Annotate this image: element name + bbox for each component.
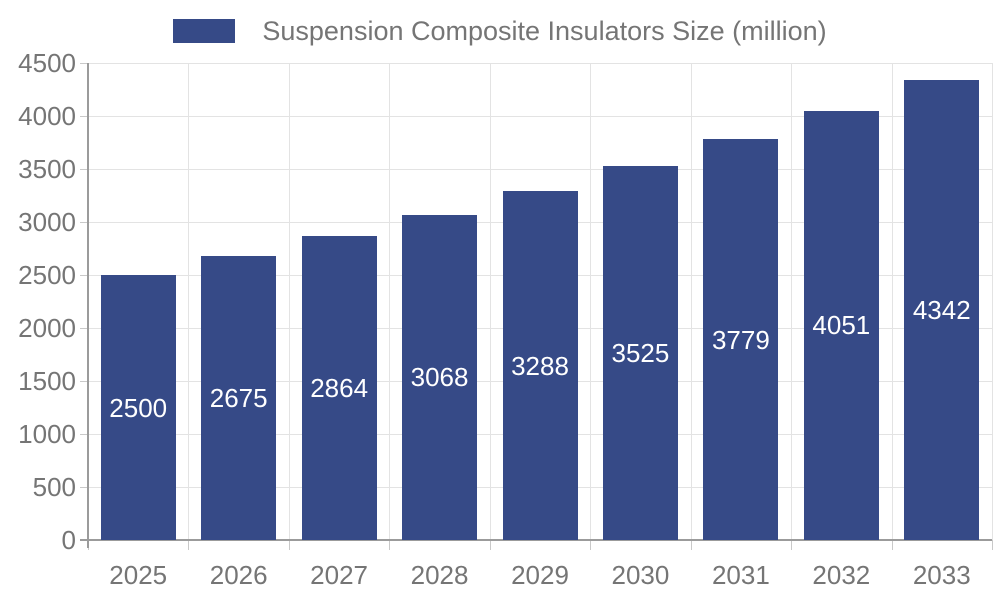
x-tick-label: 2029 <box>511 560 569 590</box>
y-tick-mark <box>80 169 88 170</box>
y-tick-mark <box>80 116 88 117</box>
bar-value-label: 3779 <box>711 324 770 355</box>
y-tick-label: 4000 <box>18 101 76 131</box>
bar-value-label: 2500 <box>109 392 168 423</box>
bar-value-label: 2864 <box>310 373 369 404</box>
y-tick-label: 3000 <box>18 207 76 237</box>
x-gridline <box>690 63 692 540</box>
bar-value-label: 4342 <box>912 294 971 325</box>
x-tick-mark <box>690 540 692 550</box>
y-tick-label: 3500 <box>18 154 76 184</box>
y-tick-label: 2000 <box>18 313 76 343</box>
x-tick-label: 2025 <box>109 560 168 590</box>
legend-swatch <box>173 19 236 43</box>
x-gridline <box>891 63 893 540</box>
bar-2030 <box>602 166 678 540</box>
y-tick-mark <box>80 275 88 276</box>
x-tick-mark <box>791 540 793 550</box>
bar-2033 <box>904 79 980 540</box>
bar-2029 <box>502 191 578 540</box>
x-tick-mark <box>389 540 391 550</box>
y-tick-mark <box>80 381 88 382</box>
x-gridline <box>288 63 290 540</box>
y-tick-mark <box>80 487 88 488</box>
x-tick-mark <box>288 540 290 550</box>
legend-label: Suspension Composite Insulators Size (mi… <box>262 16 827 46</box>
y-tick-mark <box>80 222 88 223</box>
bar-value-label: 3525 <box>611 338 670 369</box>
x-tick-label: 2027 <box>310 560 369 590</box>
y-gridline <box>88 63 992 64</box>
x-tick-label: 2033 <box>912 560 971 590</box>
y-axis-line <box>87 63 89 548</box>
x-tick-label: 2026 <box>209 560 268 590</box>
bar-value-label: 4051 <box>812 310 871 341</box>
bar-value-label: 3288 <box>511 350 569 381</box>
x-gridline <box>188 63 190 540</box>
y-tick-label: 1500 <box>18 366 76 396</box>
y-tick-mark <box>80 434 88 435</box>
chart-legend[interactable]: Suspension Composite Insulators Size (mi… <box>0 12 1000 50</box>
x-tick-label: 2030 <box>611 560 670 590</box>
x-gridline <box>791 63 793 540</box>
x-tick-mark <box>891 540 893 550</box>
x-gridline <box>489 63 491 540</box>
x-gridline <box>992 63 993 540</box>
y-tick-label: 4500 <box>18 48 76 78</box>
x-tick-mark <box>188 540 190 550</box>
x-gridline <box>590 63 592 540</box>
bar-value-label: 2675 <box>209 383 268 414</box>
x-tick-mark <box>590 540 592 550</box>
x-tick-mark <box>992 540 993 550</box>
bar-2025 <box>100 275 176 540</box>
bar-2027 <box>301 236 377 540</box>
y-tick-label: 2500 <box>18 260 76 290</box>
y-gridline <box>88 116 992 117</box>
y-tick-mark <box>80 63 88 64</box>
y-gridline <box>88 169 992 170</box>
bar-2031 <box>703 139 779 540</box>
bar-value-label: 3068 <box>410 362 469 393</box>
x-axis-line <box>80 539 992 541</box>
y-tick-mark <box>80 328 88 329</box>
x-tick-label: 2031 <box>711 560 770 590</box>
y-tick-label: 0 <box>61 525 76 555</box>
bar-2026 <box>201 256 277 540</box>
y-tick-label: 500 <box>32 472 76 502</box>
x-gridline <box>389 63 391 540</box>
x-tick-label: 2032 <box>812 560 871 590</box>
x-tick-label: 2028 <box>410 560 469 590</box>
bar-2032 <box>803 110 879 540</box>
x-tick-mark <box>489 540 491 550</box>
bar-2028 <box>402 214 478 540</box>
y-tick-label: 1000 <box>18 419 76 449</box>
